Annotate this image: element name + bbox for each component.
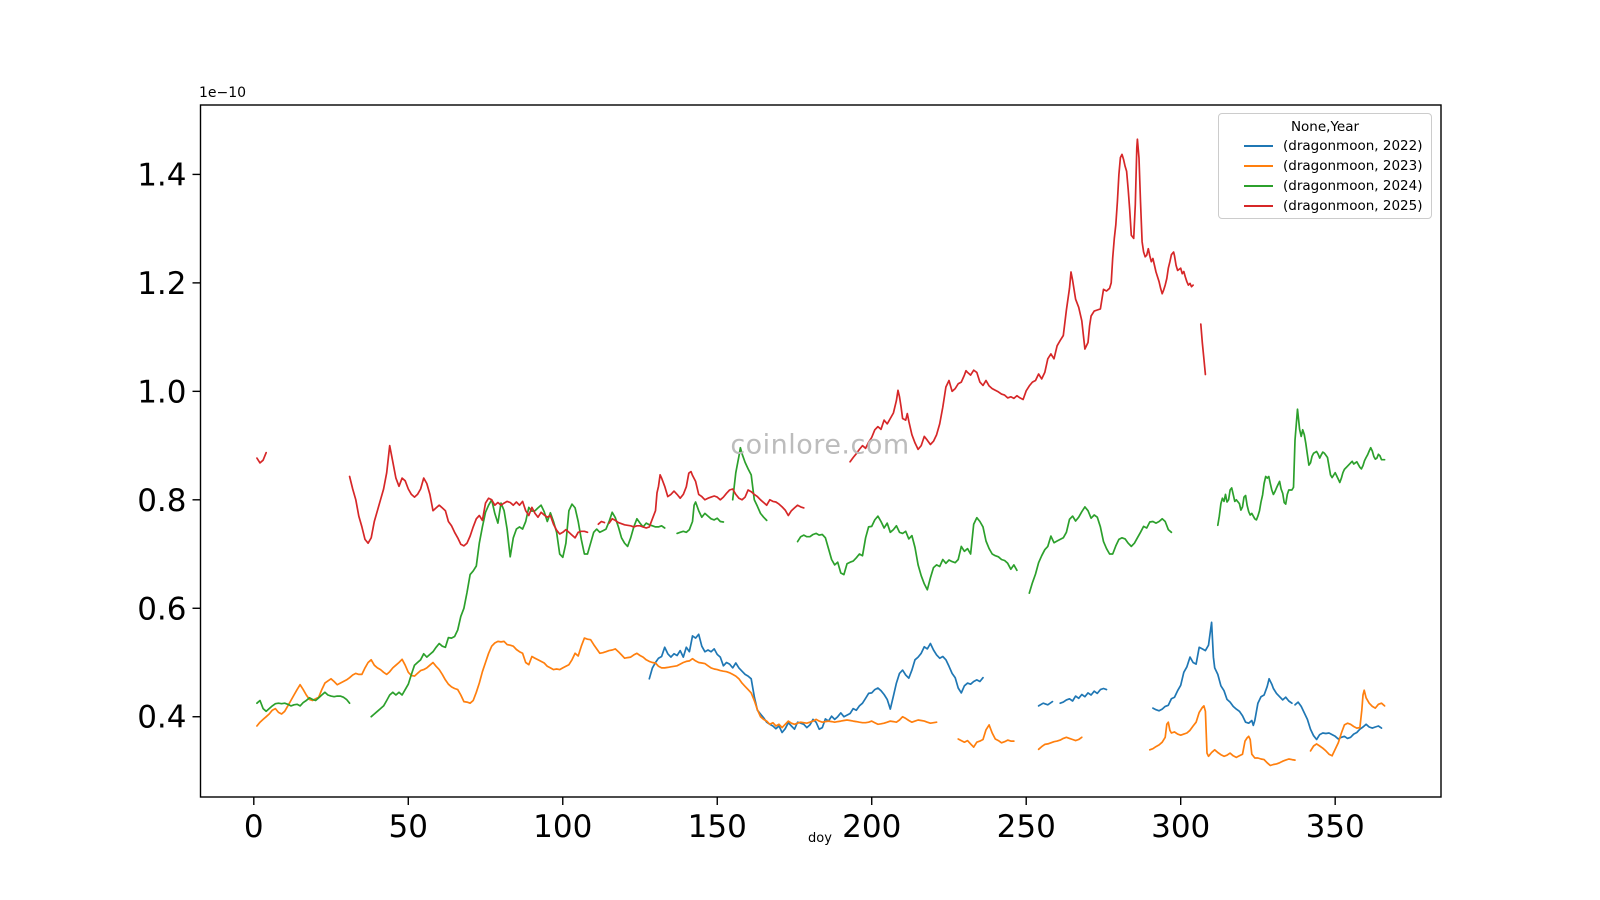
legend-label: (dragonmoon, 2025) bbox=[1283, 198, 1423, 214]
svg-text:100: 100 bbox=[533, 809, 592, 845]
svg-text:250: 250 bbox=[997, 809, 1056, 845]
legend-line-swatch-2025 bbox=[1244, 205, 1273, 207]
legend-label: (dragonmoon, 2022) bbox=[1283, 138, 1423, 154]
svg-text:350: 350 bbox=[1306, 809, 1365, 845]
watermark: coinlore.com bbox=[730, 429, 910, 461]
x-axis-label: doy bbox=[808, 831, 832, 846]
svg-text:0.8: 0.8 bbox=[137, 483, 186, 519]
legend: None,Year (dragonmoon, 2022) (dragonmoon… bbox=[1218, 113, 1432, 219]
legend-label: (dragonmoon, 2023) bbox=[1283, 158, 1423, 174]
legend-line-swatch-2022 bbox=[1244, 145, 1273, 147]
y-axis-offset-label: 1e−10 bbox=[199, 85, 247, 101]
svg-text:1.4: 1.4 bbox=[137, 157, 186, 193]
legend-item-2023: (dragonmoon, 2023) bbox=[1219, 156, 1431, 176]
svg-text:50: 50 bbox=[389, 809, 428, 845]
legend-item-2024: (dragonmoon, 2024) bbox=[1219, 176, 1431, 196]
svg-text:1.0: 1.0 bbox=[137, 374, 186, 410]
svg-text:0.6: 0.6 bbox=[137, 591, 186, 627]
svg-text:0.4: 0.4 bbox=[137, 700, 186, 736]
svg-text:200: 200 bbox=[842, 809, 901, 845]
legend-title: None,Year bbox=[1290, 119, 1360, 135]
svg-text:300: 300 bbox=[1151, 809, 1210, 845]
legend-item-2025: (dragonmoon, 2025) bbox=[1219, 196, 1431, 216]
legend-line-swatch-2023 bbox=[1244, 165, 1273, 167]
legend-item-2022: (dragonmoon, 2022) bbox=[1219, 136, 1431, 156]
svg-text:1.2: 1.2 bbox=[137, 266, 186, 302]
legend-line-swatch-2024 bbox=[1244, 185, 1273, 187]
svg-text:0: 0 bbox=[244, 809, 264, 845]
legend-label: (dragonmoon, 2024) bbox=[1283, 178, 1423, 194]
svg-text:150: 150 bbox=[688, 809, 747, 845]
